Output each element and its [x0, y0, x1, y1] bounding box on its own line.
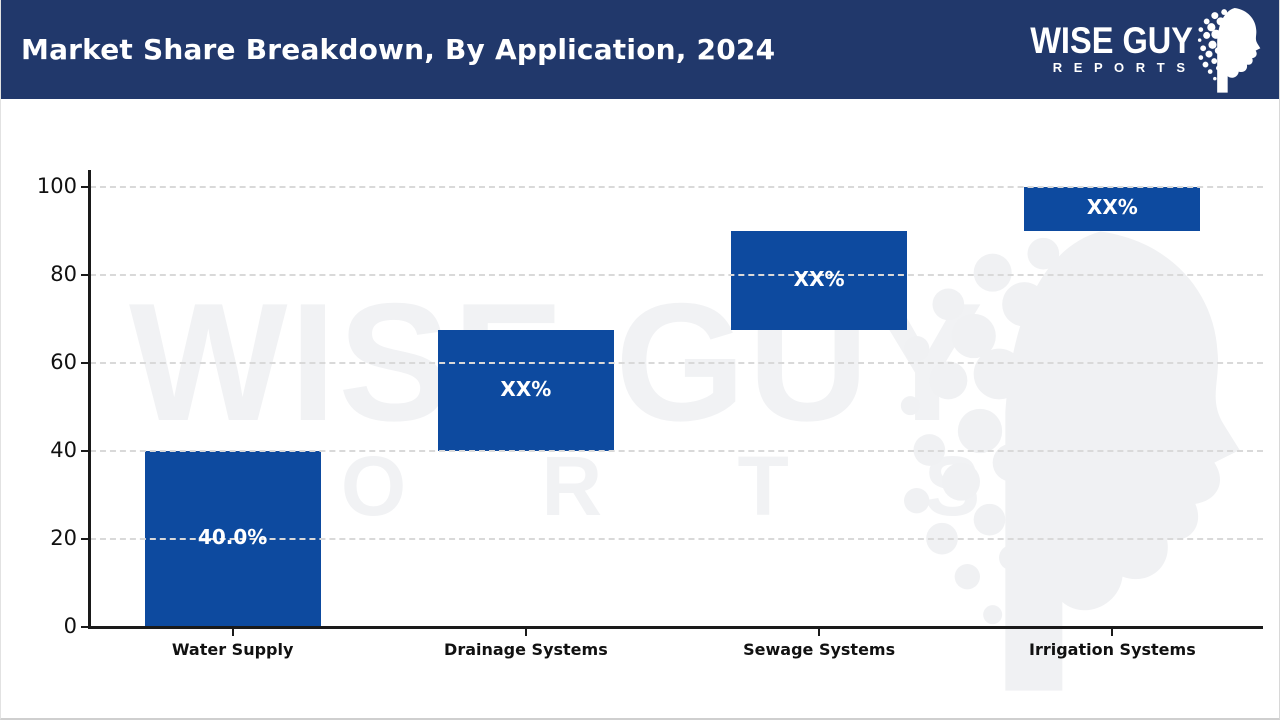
bar-drainage-systems	[437, 330, 614, 451]
bar-value-label: XX%	[500, 376, 552, 401]
gridline-40	[90, 450, 1263, 452]
xtick-label-3: Irrigation Systems	[1029, 640, 1196, 659]
gridline-60	[90, 362, 1263, 364]
header: Market Share Breakdown, By Application, …	[1, 0, 1279, 99]
gridline-20	[90, 538, 1263, 540]
ytick-label-40: 40	[50, 438, 77, 462]
bar-value-label: XX%	[793, 266, 845, 291]
ytick-label-0: 0	[63, 614, 77, 638]
xtick-mark-2	[818, 627, 821, 636]
logo-name: WISE GUY	[1030, 19, 1193, 61]
wiseguy-logo: WISE GUY R E P O R T S	[1008, 6, 1265, 94]
y-axis-spine	[88, 170, 91, 629]
logo-tagline: R E P O R T S	[1052, 59, 1189, 75]
ytick-label-20: 20	[50, 526, 77, 550]
ytick-label-60: 60	[50, 350, 77, 374]
chart-title: Market Share Breakdown, By Application, …	[21, 33, 776, 66]
xtick-label-0: Water Supply	[171, 640, 294, 659]
gridline-100	[90, 186, 1263, 188]
ytick-mark-80	[81, 274, 90, 276]
ytick-label-100: 100	[36, 174, 77, 198]
bar-value-label: XX%	[1086, 195, 1138, 219]
gridline-80	[90, 274, 1263, 276]
ytick-label-80: 80	[50, 262, 77, 286]
x-axis-spine	[88, 626, 1263, 629]
xtick-mark-1	[524, 627, 527, 636]
xtick-mark-0	[231, 627, 234, 636]
ytick-mark-60	[81, 362, 90, 364]
bar-value-label: 40.0%	[197, 525, 268, 549]
logo-text: WISE GUY R E P O R T S	[1008, 19, 1193, 77]
ytick-mark-100	[81, 186, 90, 188]
ytick-mark-0	[81, 626, 90, 628]
xtick-label-1: Drainage Systems	[444, 640, 608, 659]
xtick-label-2: Sewage Systems	[743, 640, 896, 659]
bar-irrigation-systems	[1024, 187, 1201, 231]
head-profile-icon	[1195, 6, 1265, 94]
ytick-mark-40	[81, 450, 90, 452]
bar-sewage-systems	[731, 231, 908, 330]
ytick-mark-20	[81, 538, 90, 540]
